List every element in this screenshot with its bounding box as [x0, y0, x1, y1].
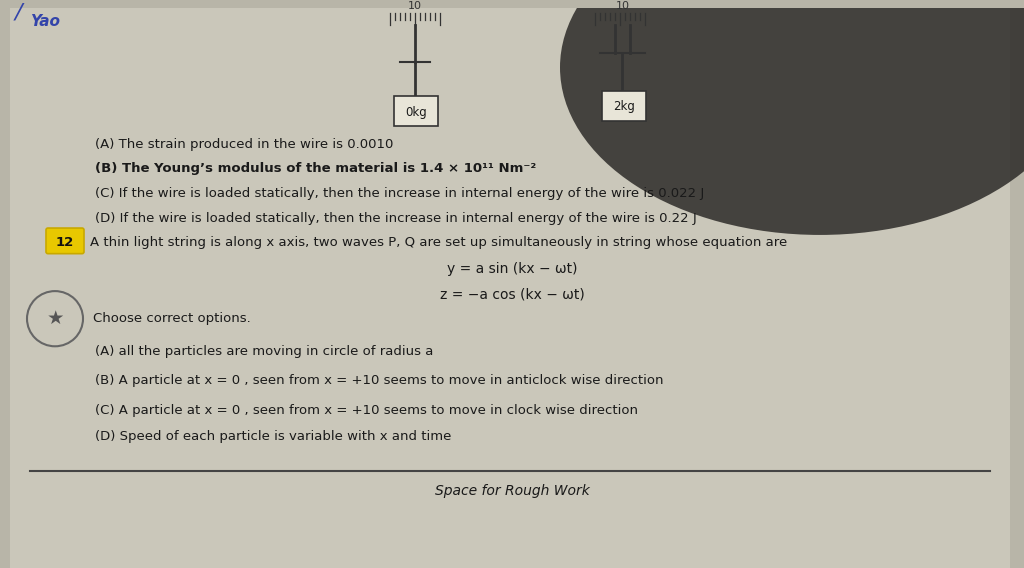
Text: Space for Rough Work: Space for Rough Work	[434, 484, 590, 498]
Text: (C) If the wire is loaded statically, then the increase in internal energy of th: (C) If the wire is loaded statically, th…	[95, 187, 705, 200]
Text: 10: 10	[408, 1, 422, 11]
Text: z = −a cos (kx − ωt): z = −a cos (kx − ωt)	[439, 287, 585, 301]
Text: (B) A particle at x = 0 , seen from x = +10 seems to move in anticlock wise dire: (B) A particle at x = 0 , seen from x = …	[95, 374, 664, 387]
FancyBboxPatch shape	[602, 91, 646, 120]
FancyBboxPatch shape	[46, 228, 84, 254]
Text: (D) If the wire is loaded statically, then the increase in internal energy of th: (D) If the wire is loaded statically, th…	[95, 212, 696, 225]
Text: (C) A particle at x = 0 , seen from x = +10 seems to move in clock wise directio: (C) A particle at x = 0 , seen from x = …	[95, 404, 638, 417]
FancyBboxPatch shape	[394, 96, 438, 126]
Text: ★: ★	[46, 309, 63, 328]
Text: A thin light string is along x axis, two waves P, Q are set up simultaneously in: A thin light string is along x axis, two…	[90, 236, 787, 249]
Text: 2kg: 2kg	[613, 101, 635, 114]
Text: (B) The Young’s modulus of the material is 1.4 × 10¹¹ Nm⁻²: (B) The Young’s modulus of the material …	[95, 162, 537, 176]
Text: Choose correct options.: Choose correct options.	[93, 312, 251, 325]
Text: 0kg: 0kg	[406, 106, 427, 119]
Text: /: /	[15, 2, 23, 22]
Text: (A) The strain produced in the wire is 0.0010: (A) The strain produced in the wire is 0…	[95, 138, 393, 151]
Text: (D) Speed of each particle is variable with x and time: (D) Speed of each particle is variable w…	[95, 431, 452, 444]
Text: y = a sin (kx − ωt): y = a sin (kx − ωt)	[446, 262, 578, 277]
FancyBboxPatch shape	[10, 9, 1010, 568]
Text: 12: 12	[56, 236, 74, 249]
Text: 10: 10	[616, 1, 630, 11]
Text: (A) all the particles are moving in circle of radius a: (A) all the particles are moving in circ…	[95, 345, 433, 358]
Text: Yao: Yao	[30, 14, 60, 29]
Ellipse shape	[560, 0, 1024, 235]
